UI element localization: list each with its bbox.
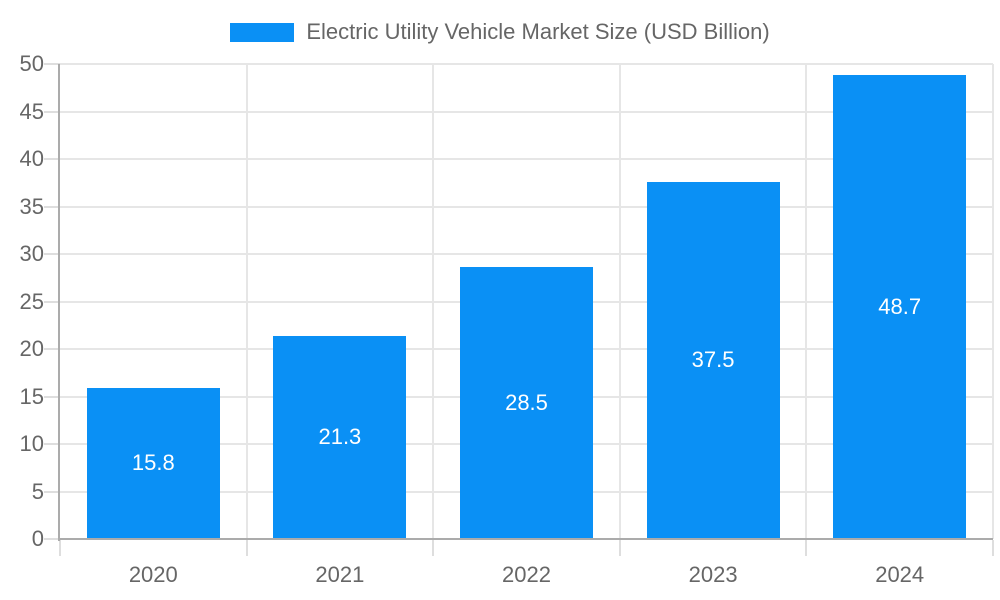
x-axis-tick — [618, 540, 621, 556]
y-axis-tick — [44, 490, 60, 493]
bar[interactable]: 48.7 — [833, 75, 967, 538]
y-axis-tick — [44, 395, 60, 398]
y-axis-tick — [44, 110, 60, 113]
bar[interactable]: 28.5 — [460, 267, 593, 538]
x-axis-tick-label: 2020 — [128, 562, 178, 587]
x-axis-tick-label: 2024 — [875, 562, 925, 587]
bar-value-label: 15.8 — [131, 449, 175, 475]
y-gridline — [60, 253, 993, 255]
y-axis-tick — [44, 63, 60, 65]
y-axis-tick-label: 45 — [19, 98, 44, 124]
x-axis-tick-label: 2021 — [315, 562, 365, 587]
y-axis-tick — [44, 348, 60, 350]
x-gridline — [805, 64, 808, 539]
y-axis-tick-label: 40 — [19, 146, 44, 171]
bar-value-label: 21.3 — [318, 423, 362, 449]
bar[interactable]: 37.5 — [646, 181, 780, 538]
bar[interactable]: 15.8 — [86, 387, 220, 538]
x-axis-tick-label: 2022 — [502, 562, 551, 587]
x-axis-tick — [245, 540, 248, 556]
y-gridline — [60, 205, 993, 208]
bar[interactable]: 21.3 — [273, 335, 407, 538]
y-axis-tick-label: 15 — [19, 383, 44, 409]
x-gridline — [618, 64, 621, 539]
x-gridline — [245, 64, 248, 539]
y-gridline — [60, 158, 993, 160]
y-axis-tick-label: 35 — [19, 193, 44, 219]
x-axis-line — [58, 538, 993, 540]
y-axis-tick-label: 5 — [31, 478, 44, 504]
y-axis-tick-label: 30 — [19, 241, 44, 266]
y-axis-tick — [44, 158, 60, 160]
bar-value-label: 48.7 — [878, 293, 922, 319]
y-axis-tick — [44, 538, 60, 540]
x-axis-tick — [59, 540, 61, 556]
bar-value-label: 28.5 — [505, 389, 548, 415]
x-axis-tick — [805, 540, 808, 556]
x-gridline — [992, 64, 994, 539]
x-axis-tick-label: 2023 — [688, 562, 738, 587]
y-axis-tick-label: 50 — [19, 51, 44, 76]
y-gridline — [60, 110, 993, 113]
y-axis-tick-label: 20 — [19, 336, 44, 361]
y-axis-tick — [44, 205, 60, 208]
legend-color-swatch — [230, 22, 295, 42]
y-axis-tick-label: 25 — [19, 288, 44, 314]
y-axis-tick-label: 10 — [19, 431, 44, 456]
y-axis-tick — [44, 300, 60, 303]
x-gridline — [432, 64, 435, 539]
y-axis-line — [58, 64, 60, 541]
y-axis-tick — [44, 443, 60, 445]
legend-label: Electric Utility Vehicle Market Size (US… — [306, 19, 770, 44]
y-axis-tick — [44, 253, 60, 255]
x-axis-tick — [432, 540, 435, 556]
bar-value-label: 37.5 — [691, 346, 735, 372]
y-gridline — [60, 63, 993, 65]
chart-legend[interactable]: Electric Utility Vehicle Market Size (US… — [0, 16, 1000, 48]
x-axis-tick — [992, 540, 994, 556]
y-axis-tick-label: 0 — [31, 526, 44, 551]
